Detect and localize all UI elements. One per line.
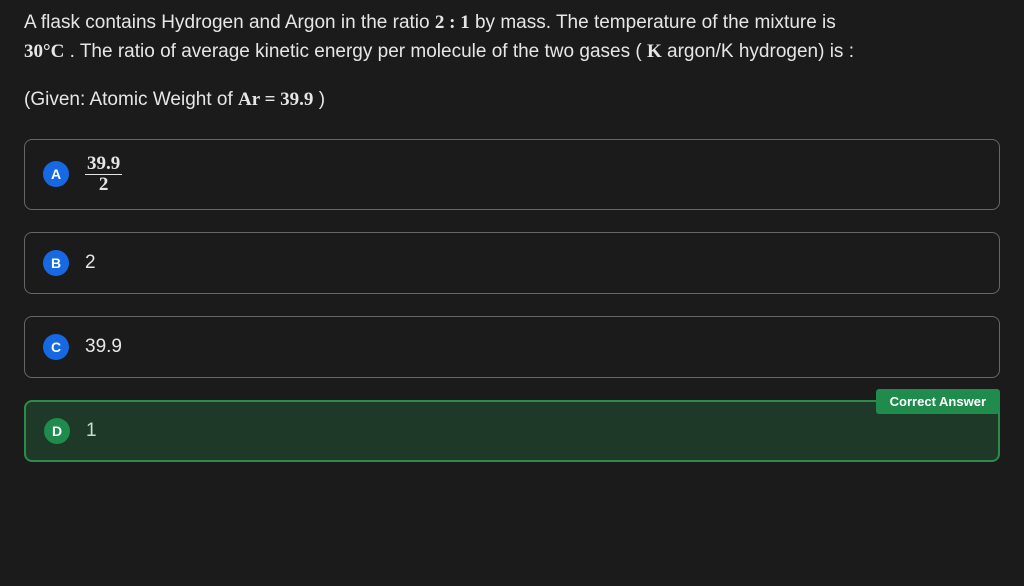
fraction-denominator: 2: [85, 175, 122, 195]
question-temp: 30°C: [24, 41, 64, 62]
fraction: 39.9 2: [85, 154, 122, 195]
option-c-marker: C: [43, 334, 69, 360]
option-a-text: 39.9 2: [85, 154, 122, 195]
option-b-text: 2: [85, 252, 96, 274]
option-a[interactable]: A 39.9 2: [24, 139, 1000, 210]
given-ar: Ar = 39.9: [238, 89, 313, 110]
option-d-marker: D: [44, 418, 70, 444]
question-text: A flask contains Hydrogen and Argon in t…: [24, 8, 1000, 67]
given-info: (Given: Atomic Weight of Ar = 39.9 ): [24, 89, 1000, 111]
correct-answer-badge: Correct Answer: [876, 389, 1000, 414]
question-ratio: 2 : 1: [435, 12, 470, 33]
question-part: by mass. The temperature of the mixture …: [475, 12, 836, 33]
question-part: . The ratio of average kinetic energy pe…: [70, 41, 647, 62]
option-d[interactable]: D 1 Correct Answer: [24, 400, 1000, 462]
question-part: A flask contains Hydrogen and Argon in t…: [24, 12, 435, 33]
fraction-numerator: 39.9: [85, 154, 122, 175]
question-k: K: [647, 41, 662, 62]
option-c-text: 39.9: [85, 336, 122, 358]
given-prefix: (Given: Atomic Weight of: [24, 89, 238, 110]
question-part: argon/K hydrogen) is :: [667, 41, 854, 62]
option-a-marker: A: [43, 161, 69, 187]
option-d-text: 1: [86, 420, 97, 442]
option-b-marker: B: [43, 250, 69, 276]
option-c[interactable]: C 39.9: [24, 316, 1000, 378]
option-b[interactable]: B 2: [24, 232, 1000, 294]
given-suffix: ): [319, 89, 325, 110]
